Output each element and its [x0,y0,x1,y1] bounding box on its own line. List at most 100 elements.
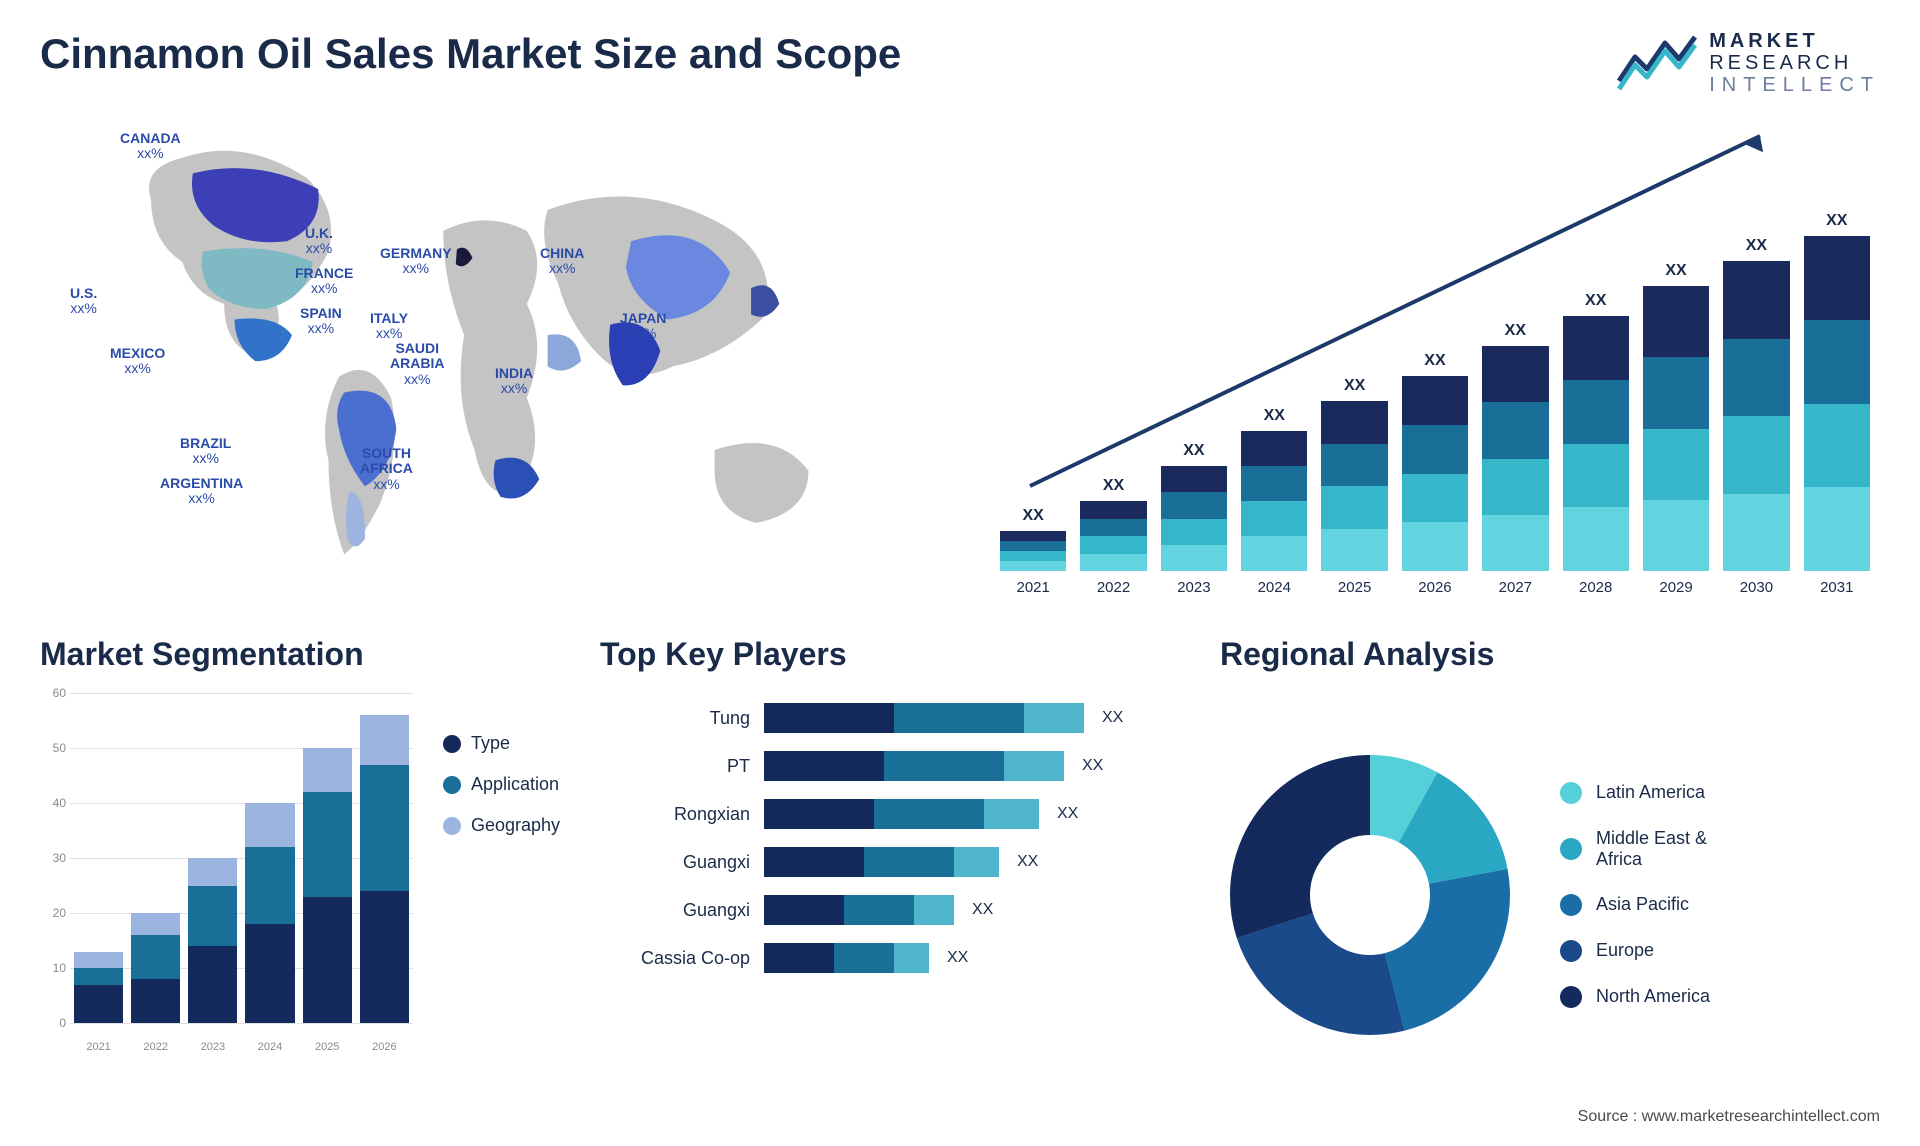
map-label-mexico: MEXICOxx% [110,346,165,377]
player-value-label: XX [1082,757,1103,775]
seg-ytick: 40 [53,796,66,810]
growth-year-label: 2028 [1579,579,1612,596]
player-name: Guangxi [600,852,750,873]
players-chart: TungXXPTXXRongxianXXGuangxiXXGuangxiXXCa… [600,693,1180,973]
player-name: Cassia Co-op [600,948,750,969]
players-title: Top Key Players [600,636,1180,673]
growth-bar-2023: XX 2023 [1161,442,1227,596]
player-row-guangxi: GuangxiXX [600,895,1180,925]
player-name: PT [600,756,750,777]
player-row-pt: PT XX [600,751,1180,781]
region-legend-north-america: North America [1560,986,1710,1008]
growth-bar-2026: XX2026 [1402,352,1468,596]
growth-bar-2022: XX 2022 [1080,477,1146,596]
seg-ytick: 0 [59,1016,66,1030]
player-name: Tung [600,708,750,729]
growth-bar-2027: XX 2027 [1482,322,1548,596]
regional-panel: Regional Analysis Latin America Middle Ea… [1220,636,1880,1096]
player-row-guangxi: Guangxi XX [600,847,1180,877]
player-value-label: XX [1102,709,1123,727]
regional-legend: Latin America Middle East &Africa Asia Pac… [1560,782,1710,1008]
growth-value-label: XX [1585,292,1606,310]
growth-bar-2029: XX 2029 [1643,262,1709,596]
growth-year-label: 2022 [1097,579,1130,596]
growth-value-label: XX [1344,377,1365,395]
seg-ytick: 60 [53,686,66,700]
region-legend-asia-pacific: Asia Pacific [1560,894,1710,916]
world-map-panel: CANADAxx% U.S.xx% MEXICOxx% BRAZILxx% ARGENT… [40,116,930,596]
player-row-tung: Tung XX [600,703,1180,733]
map-label-spain: SPAINxx% [300,306,342,337]
player-row-cassia-co-op: Cassia Co-opXX [600,943,1180,973]
region-legend-middle-east---africa: Middle East &Africa [1560,828,1710,870]
growth-value-label: XX [1264,407,1285,425]
growth-year-label: 2029 [1659,579,1692,596]
logo-text-2: RESEARCH [1709,52,1880,74]
seg-bar-2023 [188,858,237,1023]
regional-title: Regional Analysis [1220,636,1880,673]
world-map-icon [40,116,930,596]
seg-bar-2021 [74,952,123,1024]
player-value-label: XX [1057,805,1078,823]
seg-ytick: 50 [53,741,66,755]
seg-xlabel: 2023 [188,1041,237,1053]
map-label-germany: GERMANYxx% [380,246,452,277]
seg-xlabel: 2024 [245,1041,294,1053]
growth-chart-panel: XX2021XX2022XX2023XX2024XX2025XX2026XX20… [990,116,1880,596]
map-label-brazil: BRAZILxx% [180,436,231,467]
segmentation-chart: 0102030405060 202120222023202420252026 [40,693,413,1053]
map-label-u.s.: U.S.xx% [70,286,97,317]
region-legend-latin-america: Latin America [1560,782,1710,804]
player-row-rongxian: Rongxian XX [600,799,1180,829]
map-label-saudi-arabia: SAUDIARABIAxx% [390,341,444,387]
growth-year-label: 2031 [1820,579,1853,596]
segmentation-legend: Type Application Geography [443,693,560,1096]
region-legend-europe: Europe [1560,940,1710,962]
logo-mark-icon [1617,31,1697,96]
map-label-japan: JAPANxx% [620,311,666,342]
seg-legend-type: Type [443,733,560,754]
map-label-u.k.: U.K.xx% [305,226,333,257]
growth-bar-2021: XX2021 [1000,507,1066,596]
map-label-italy: ITALYxx% [370,311,408,342]
growth-year-label: 2027 [1499,579,1532,596]
seg-ytick: 30 [53,851,66,865]
growth-year-label: 2030 [1740,579,1773,596]
player-name: Rongxian [600,804,750,825]
logo-text-1: MARKET [1709,30,1880,52]
growth-bar-2031: XX 2031 [1804,212,1870,596]
segmentation-title: Market Segmentation [40,636,560,673]
map-label-india: INDIAxx% [495,366,533,397]
seg-ytick: 20 [53,906,66,920]
seg-legend-application: Application [443,774,560,795]
seg-bar-2026 [360,715,409,1023]
growth-value-label: XX [1183,442,1204,460]
seg-ytick: 10 [53,961,66,975]
growth-year-label: 2023 [1177,579,1210,596]
regional-donut-chart [1220,745,1520,1045]
map-label-argentina: ARGENTINAxx% [160,476,243,507]
seg-bar-2025 [303,748,352,1023]
growth-year-label: 2025 [1338,579,1371,596]
growth-bar-2025: XX 2025 [1321,377,1387,596]
seg-bar-2022 [131,913,180,1023]
segmentation-panel: Market Segmentation 0102030405060 202120… [40,636,560,1096]
growth-value-label: XX [1665,262,1686,280]
page-title: Cinnamon Oil Sales Market Size and Scope [40,30,901,78]
map-label-south-africa: SOUTHAFRICAxx% [360,446,413,492]
players-panel: Top Key Players TungXXPTXXRongxianXXGuan… [600,636,1180,1096]
map-label-canada: CANADAxx% [120,131,181,162]
player-value-label: XX [1017,853,1038,871]
seg-xlabel: 2026 [360,1041,409,1053]
seg-legend-geography: Geography [443,815,560,836]
map-label-france: FRANCExx% [295,266,353,297]
growth-value-label: XX [1023,507,1044,525]
growth-value-label: XX [1505,322,1526,340]
seg-bar-2024 [245,803,294,1023]
growth-bar-2028: XX 2028 [1563,292,1629,596]
growth-value-label: XX [1103,477,1124,495]
growth-value-label: XX [1746,237,1767,255]
seg-xlabel: 2025 [303,1041,352,1053]
growth-value-label: XX [1826,212,1847,230]
growth-value-label: XX [1424,352,1445,370]
